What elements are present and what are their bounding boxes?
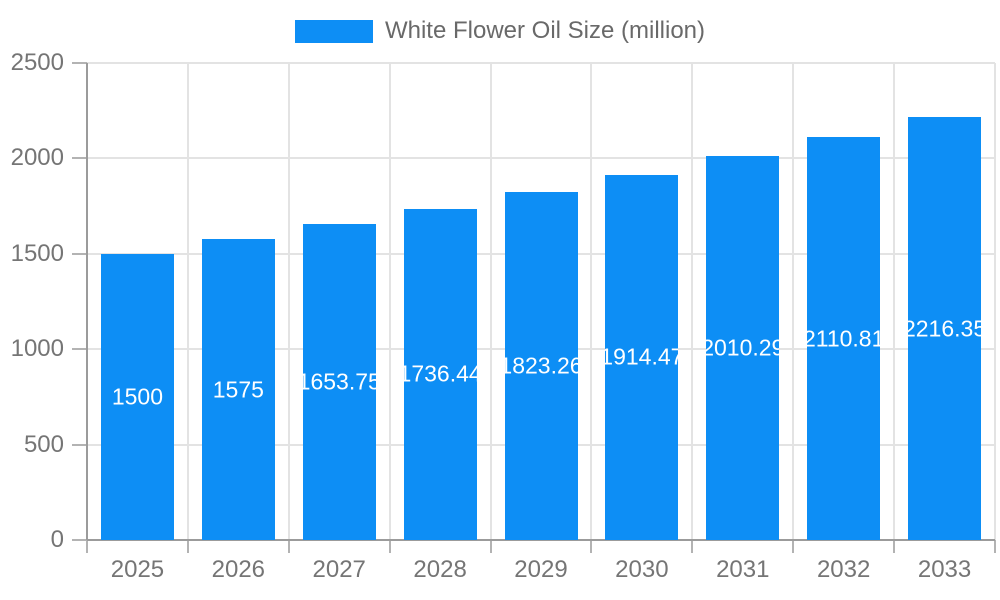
- x-tick-mark-8: [893, 540, 896, 553]
- bar-2028[interactable]: 1736.44: [403, 208, 477, 540]
- y-tick-mark-1500: [72, 252, 87, 255]
- x-tick-mark-2: [287, 540, 290, 553]
- bar-value-label-2033: 2216.35: [908, 315, 982, 342]
- bar-value-label-2032: 2110.81: [807, 325, 881, 352]
- bar-2025[interactable]: 1500: [100, 253, 174, 540]
- y-tick-mark-0: [72, 539, 87, 541]
- bar-value-label-2030: 1914.47: [605, 343, 679, 370]
- bar-value-label-2026: 1575: [212, 376, 264, 403]
- legend: White Flower Oil Size (million): [0, 19, 1000, 43]
- x-tick-label-2030: 2030: [615, 556, 669, 583]
- x-tick-label-2032: 2032: [816, 556, 871, 583]
- bar-2032[interactable]: 2110.81: [807, 137, 881, 540]
- bar-2030[interactable]: 1914.47: [605, 174, 679, 540]
- legend-swatch[interactable]: [294, 19, 373, 43]
- y-tick-mark-2500: [72, 62, 87, 64]
- bar-value-label-2028: 1736.44: [403, 360, 477, 387]
- gridline-x-1: [186, 63, 189, 540]
- x-tick-mark-5: [590, 540, 593, 553]
- bar-2033[interactable]: 2216.35: [908, 117, 982, 540]
- y-tick-label-2500: 2500: [10, 49, 64, 76]
- gridline-y-2000: [87, 157, 995, 160]
- gridline-x-2: [287, 63, 290, 540]
- x-tick-label-2033: 2033: [917, 556, 972, 583]
- gridline-x-3: [388, 63, 391, 540]
- y-tick-label-0: 0: [50, 526, 64, 553]
- legend-label[interactable]: White Flower Oil Size (million): [384, 17, 706, 44]
- bar-value-label-2029: 1823.26: [504, 352, 578, 379]
- plot-area: 0 500 1000 1500 2000 2500 1500 2025 1575 2026 1653…: [11, 50, 996, 583]
- bar-2027[interactable]: 1653.75: [302, 224, 376, 540]
- gridline-x-5: [590, 63, 593, 540]
- x-tick-label-2025: 2025: [110, 556, 165, 583]
- y-tick-mark-500: [72, 443, 87, 446]
- bar-2031[interactable]: 2010.29: [706, 156, 780, 540]
- x-tick-mark-0: [86, 540, 88, 553]
- bar-value-label-2025: 1500: [111, 383, 164, 410]
- x-tick-mark-3: [388, 540, 391, 553]
- y-tick-label-1000: 1000: [10, 335, 64, 363]
- x-tick-mark-6: [691, 540, 694, 553]
- x-tick-label-2027: 2027: [312, 556, 366, 583]
- bar-2026[interactable]: 1575: [201, 239, 275, 540]
- y-tick-label-1500: 1500: [10, 239, 64, 267]
- gridline-x-4: [489, 63, 492, 540]
- gridline-y-2500: [87, 62, 995, 64]
- gridline-x-6: [691, 63, 694, 540]
- x-tick-mark-1: [186, 540, 189, 553]
- x-tick-label-2029: 2029: [514, 556, 568, 583]
- x-tick-label-2028: 2028: [413, 556, 467, 583]
- bar-value-label-2031: 2010.29: [706, 334, 780, 361]
- x-axis-line: [87, 539, 995, 541]
- bar-2029[interactable]: 1823.26: [504, 192, 578, 540]
- y-tick-mark-2000: [72, 157, 87, 160]
- gridline-x-9: [994, 63, 996, 540]
- y-axis-line: [86, 63, 88, 540]
- y-tick-label-2000: 2000: [10, 144, 64, 172]
- x-tick-label-2031: 2031: [716, 556, 770, 583]
- x-tick-label-2026: 2026: [211, 556, 266, 583]
- gridline-x-7: [792, 63, 795, 540]
- x-tick-mark-4: [489, 540, 492, 553]
- x-tick-mark-9: [994, 540, 996, 553]
- y-tick-mark-1000: [72, 348, 87, 351]
- bar-value-label-2027: 1653.75: [302, 368, 376, 395]
- y-tick-label-500: 500: [23, 430, 64, 458]
- x-tick-mark-7: [792, 540, 795, 553]
- gridline-x-8: [893, 63, 896, 540]
